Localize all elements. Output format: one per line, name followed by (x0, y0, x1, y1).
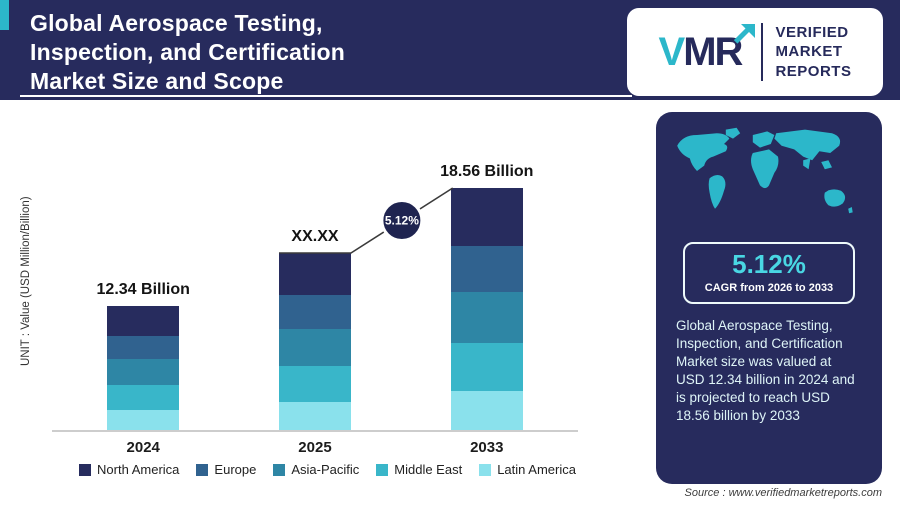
summary-panel: 5.12% CAGR from 2026 to 2033 Global Aero… (656, 112, 882, 484)
bar-total-label: XX.XX (291, 228, 339, 245)
y-axis-label: UNIT : Value (USD Million/Billion) (20, 196, 32, 366)
title-line-1: Global Aerospace Testing, (30, 10, 323, 36)
legend-swatch (479, 463, 492, 476)
bar-segment-north-america (450, 188, 523, 247)
bar-segment-latin-america (450, 391, 523, 430)
logo-divider (761, 23, 764, 81)
x-axis-tick: 2024 (126, 439, 160, 456)
bar-stack (450, 188, 523, 430)
bar-stack (278, 253, 351, 430)
bar-segment-latin-america (107, 410, 180, 431)
bar-segment-europe (107, 335, 180, 360)
bar-total-label: 18.56 Billion (440, 163, 534, 180)
bar-segment-asia-pacific (278, 329, 351, 367)
legend-item-asia-pacific: Asia-Pacific (273, 462, 359, 477)
legend-label: Latin America (497, 462, 576, 477)
legend-item-north-america: North America (79, 462, 179, 477)
legend: North America Europe Asia-Pacific Middle Ea… (30, 462, 625, 477)
cagr-caption: CAGR from 2026 to 2033 (704, 282, 834, 294)
corner-accent (0, 0, 9, 30)
legend-swatch (376, 463, 389, 476)
bar-group-2024: 12.34 Billion 2024 (96, 130, 190, 456)
legend-swatch (196, 463, 209, 476)
vmr-letter-m: M (683, 30, 716, 74)
bar-segment-middle-east (107, 385, 180, 411)
world-map-graphic (677, 127, 853, 214)
legend-item-europe: Europe (196, 462, 256, 477)
legend-item-latin-america: Latin America (479, 462, 576, 477)
market-description: Global Aerospace Testing, Inspection, an… (676, 318, 855, 423)
bar-group-2033: 18.56 Billion 2033 (440, 130, 534, 456)
title-underline (20, 95, 632, 97)
logo-arrow-icon (734, 24, 756, 44)
vmr-letter-v: V (658, 30, 686, 74)
x-axis-tick: 2025 (298, 439, 332, 456)
bar-segment-north-america (278, 253, 351, 296)
bar-segment-europe (278, 295, 351, 330)
legend-label: Middle East (394, 462, 463, 477)
cagr-box: 5.12% CAGR from 2026 to 2033 (683, 242, 855, 304)
vmr-logo: VMR (658, 24, 756, 74)
title-line-2: Inspection, and Certification (30, 39, 346, 66)
legend-swatch (79, 463, 92, 476)
page-title: Global Aerospace Testing, Inspection, an… (30, 9, 345, 97)
bar-segment-asia-pacific (450, 292, 523, 343)
title-line-3: Market Size and Scope (30, 68, 284, 95)
bar-segment-latin-america (278, 401, 351, 430)
legend-item-middle-east: Middle East (376, 462, 462, 477)
bars-container: 12.34 Billion 2024 XX.XX 2025 18.56 Billion 2… (52, 130, 578, 456)
bar-segment-asia-pacific (107, 359, 180, 386)
legend-swatch (273, 463, 286, 476)
brand-name: VERIFIED MARKET REPORTS (775, 23, 851, 81)
bar-total-label: 12.34 Billion (96, 281, 190, 298)
bar-segment-europe (450, 246, 523, 293)
x-axis-tick: 2033 (470, 439, 504, 456)
legend-label: North America (97, 462, 180, 477)
bar-segment-middle-east (278, 366, 351, 402)
brand-name-line-2: MARKET (775, 43, 843, 61)
source-note: Source : www.verifiedmarketreports.com (684, 487, 882, 499)
bar-segment-north-america (107, 306, 180, 336)
legend-label: Europe (214, 462, 257, 477)
legend-label: Asia-Pacific (291, 462, 360, 477)
header: Global Aerospace Testing, Inspection, an… (0, 0, 900, 100)
cagr-value: 5.12% (732, 249, 806, 279)
bar-segment-middle-east (450, 342, 523, 392)
brand-name-line-1: VERIFIED (775, 24, 849, 42)
bar-stack (107, 306, 180, 431)
brand-name-line-3: REPORTS (775, 62, 852, 80)
bar-group-2025: XX.XX 2025 (278, 130, 351, 456)
brand-logo: VMR VERIFIED MARKET REPORTS (627, 8, 883, 96)
bar-chart: 12.34 Billion 2024 XX.XX 2025 18.56 Billion 2… (52, 130, 578, 456)
